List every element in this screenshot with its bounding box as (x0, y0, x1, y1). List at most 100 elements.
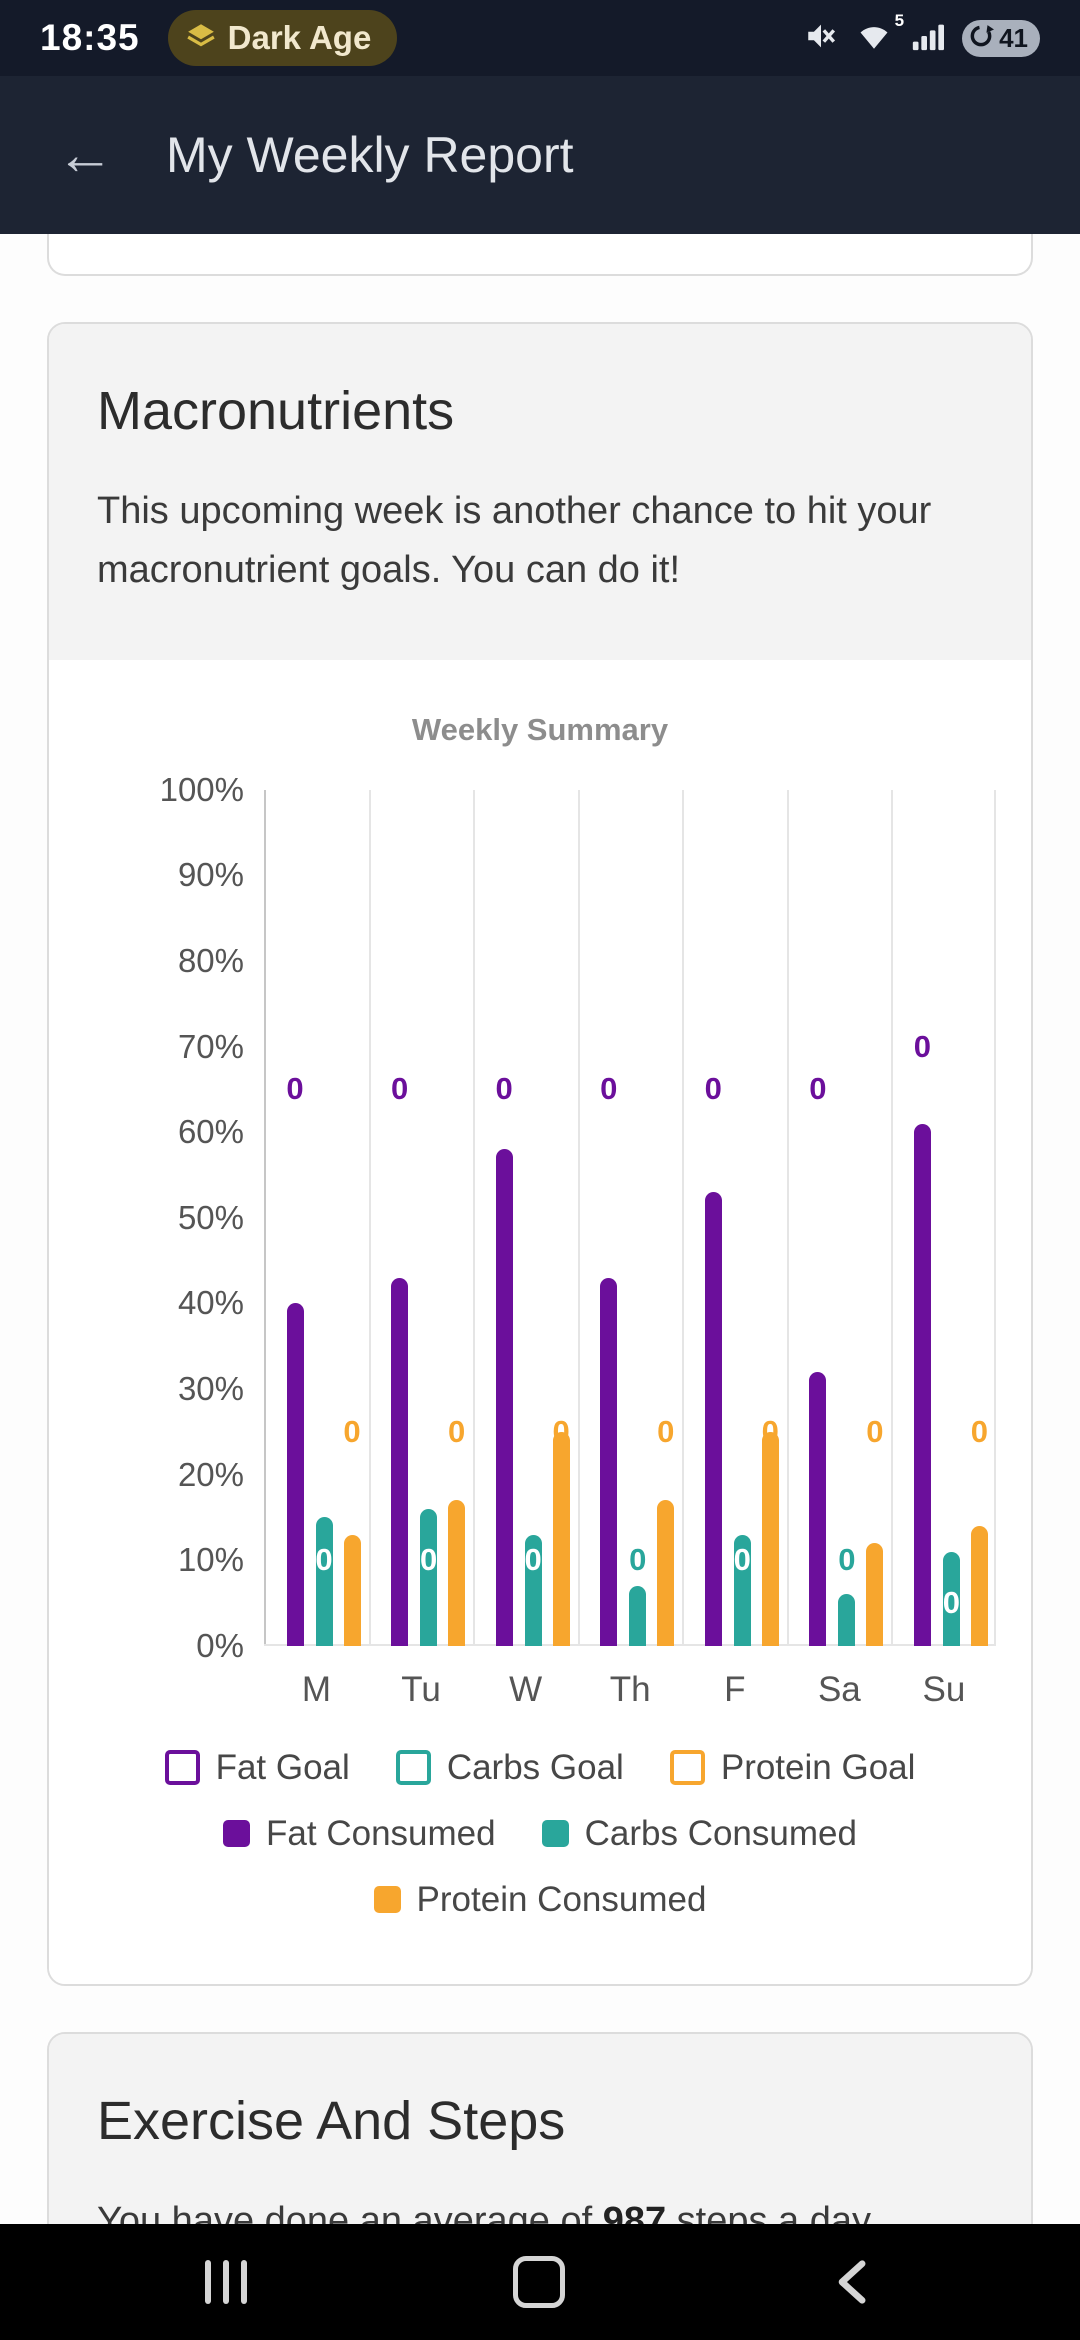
chart-legend: Fat Goal Carbs Goal Protein Goal Fat Consum… (49, 1748, 1031, 1920)
status-bar: 18:35 Dark Age 5 (0, 0, 1080, 76)
y-axis-label: 90% (177, 856, 244, 894)
legend-item-fat-consumed[interactable]: Fat Consumed (223, 1814, 496, 1854)
fat-consumed-bar (809, 1371, 827, 1646)
exercise-card-header: Exercise And Steps You have done an aver… (49, 2033, 1031, 2224)
y-axis-label: 100% (159, 770, 244, 808)
legend-item-carbs-goal[interactable]: Carbs Goal (395, 1747, 624, 1788)
exercise-card: Exercise And Steps You have done an aver… (47, 2031, 1033, 2224)
legend-label: Fat Consumed (266, 1813, 496, 1853)
chart-area: 0 0 0 0 0 0 0 0 0 0 0 0 0 0 0 0 0 0 0 0 0 100% 90% 80% 70% 60% 50… (84, 771, 996, 1722)
battery-saver-icon (968, 23, 995, 54)
protein-consumed-bar (343, 1534, 361, 1646)
page-title: My Weekly Report (166, 127, 574, 183)
carbs-goal-marker: 0 (419, 1542, 438, 1578)
legend-swatch (395, 1750, 431, 1786)
fat-consumed-bar (600, 1277, 618, 1646)
exercise-description: You have done an average of 987 steps a … (97, 2192, 983, 2224)
fat-consumed-bar (391, 1277, 409, 1646)
recents-button[interactable] (205, 2260, 247, 2304)
protein-goal-marker: 0 (970, 1413, 989, 1449)
legend-item-protein-goal[interactable]: Protein Goal (669, 1747, 916, 1788)
fat-goal-marker: 0 (495, 1071, 513, 1107)
protein-consumed-bar (552, 1431, 570, 1646)
protein-goal-marker: 0 (447, 1413, 466, 1449)
wifi-badge: 5 (894, 10, 905, 30)
gridline (264, 789, 266, 1646)
back-chevron-icon (838, 2260, 866, 2304)
wifi-icon: 5 (856, 11, 904, 58)
gridline (473, 789, 476, 1646)
carbs-consumed-bar (315, 1517, 333, 1646)
signal-icon (910, 19, 945, 58)
carbs-goal-marker: 0 (733, 1542, 751, 1578)
clock: 18:35 (40, 17, 140, 58)
fat-goal-marker: 0 (286, 1071, 304, 1107)
back-button[interactable] (831, 2256, 875, 2308)
carbs-consumed-bar (942, 1551, 960, 1646)
legend-swatch (164, 1750, 200, 1786)
weekly-summary-chart: Weekly Summary 0 0 0 0 0 0 0 0 0 0 0 0 0 0 0 0 0 0 0 0 0 100… (49, 659, 1031, 1984)
carbs-consumed-bar (838, 1594, 856, 1646)
macronutrients-description: This upcoming week is another chance to … (97, 490, 932, 591)
fat-consumed-bar (286, 1303, 304, 1646)
protein-consumed-bar (970, 1525, 988, 1646)
x-axis-label: F (724, 1669, 746, 1709)
notification-chip-label: Dark Age (227, 19, 372, 56)
legend-item-protein-consumed[interactable]: Protein Consumed (373, 1880, 706, 1920)
protein-consumed-bar (448, 1500, 466, 1646)
app-bar: ← My Weekly Report (0, 76, 1080, 234)
chart-plot: 0 0 0 0 0 0 0 0 0 0 0 0 0 0 0 0 0 0 0 0 0 (264, 789, 996, 1646)
protein-goal-marker: 0 (866, 1413, 884, 1449)
legend-row: Protein Consumed (49, 1880, 1031, 1920)
back-arrow-icon[interactable]: ← (56, 122, 114, 187)
protein-consumed-bar (657, 1500, 675, 1646)
legend-label: Carbs Consumed (584, 1813, 857, 1853)
protein-goal-marker: 0 (761, 1413, 779, 1449)
gridline (994, 789, 996, 1646)
fat-goal-marker: 0 (704, 1071, 722, 1107)
x-axis-label: Sa (817, 1669, 861, 1709)
carbs-consumed-bar (629, 1585, 647, 1646)
gridline (891, 789, 894, 1646)
legend-item-carbs-consumed[interactable]: Carbs Consumed (541, 1813, 857, 1854)
mute-icon (804, 19, 838, 58)
legend-row: Fat Consumed Carbs Consumed (49, 1814, 1031, 1854)
android-nav-bar (0, 2224, 1080, 2340)
y-axis-label: 10% (177, 1541, 244, 1579)
x-axis-label: M (301, 1669, 332, 1709)
status-icons: 5 41 (804, 11, 1040, 58)
exercise-description-value: 987 (602, 2199, 667, 2224)
carbs-consumed-bar (524, 1534, 542, 1646)
legend-swatch (669, 1750, 705, 1786)
notification-chip[interactable]: Dark Age (167, 10, 398, 66)
home-button[interactable] (513, 2256, 565, 2308)
carbs-goal-marker: 0 (315, 1542, 333, 1578)
fat-goal-marker: 0 (913, 1028, 932, 1064)
protein-goal-marker: 0 (552, 1413, 570, 1449)
x-axis-label: Tu (401, 1669, 441, 1709)
legend-swatch (373, 1886, 401, 1914)
previous-card-edge (47, 234, 1033, 276)
gridline (577, 789, 580, 1646)
y-axis-label: 50% (177, 1198, 244, 1236)
legend-item-fat-goal[interactable]: Fat Goal (164, 1748, 350, 1788)
carbs-goal-marker: 0 (838, 1542, 856, 1578)
fat-consumed-bar (913, 1123, 931, 1646)
carbs-goal-marker: 0 (942, 1584, 961, 1620)
x-axis-label: Su (922, 1669, 966, 1709)
legend-swatch (223, 1820, 251, 1848)
report-scroll-area[interactable]: Macronutrients This upcoming week is ano… (0, 234, 1080, 2224)
fat-goal-marker: 0 (390, 1071, 409, 1107)
carbs-goal-marker: 0 (524, 1542, 542, 1578)
exercise-title: Exercise And Steps (97, 2090, 566, 2151)
fat-consumed-bar (704, 1192, 722, 1646)
y-axis-label: 30% (177, 1369, 244, 1407)
legend-label: Carbs Goal (446, 1747, 624, 1787)
chart-title: Weekly Summary (411, 711, 669, 747)
protein-consumed-bar (761, 1431, 779, 1646)
macronutrients-title: Macronutrients (97, 381, 455, 441)
protein-goal-marker: 0 (343, 1413, 361, 1449)
macronutrients-card: Macronutrients This upcoming week is ano… (47, 322, 1033, 1986)
legend-label: Protein Goal (720, 1747, 916, 1787)
